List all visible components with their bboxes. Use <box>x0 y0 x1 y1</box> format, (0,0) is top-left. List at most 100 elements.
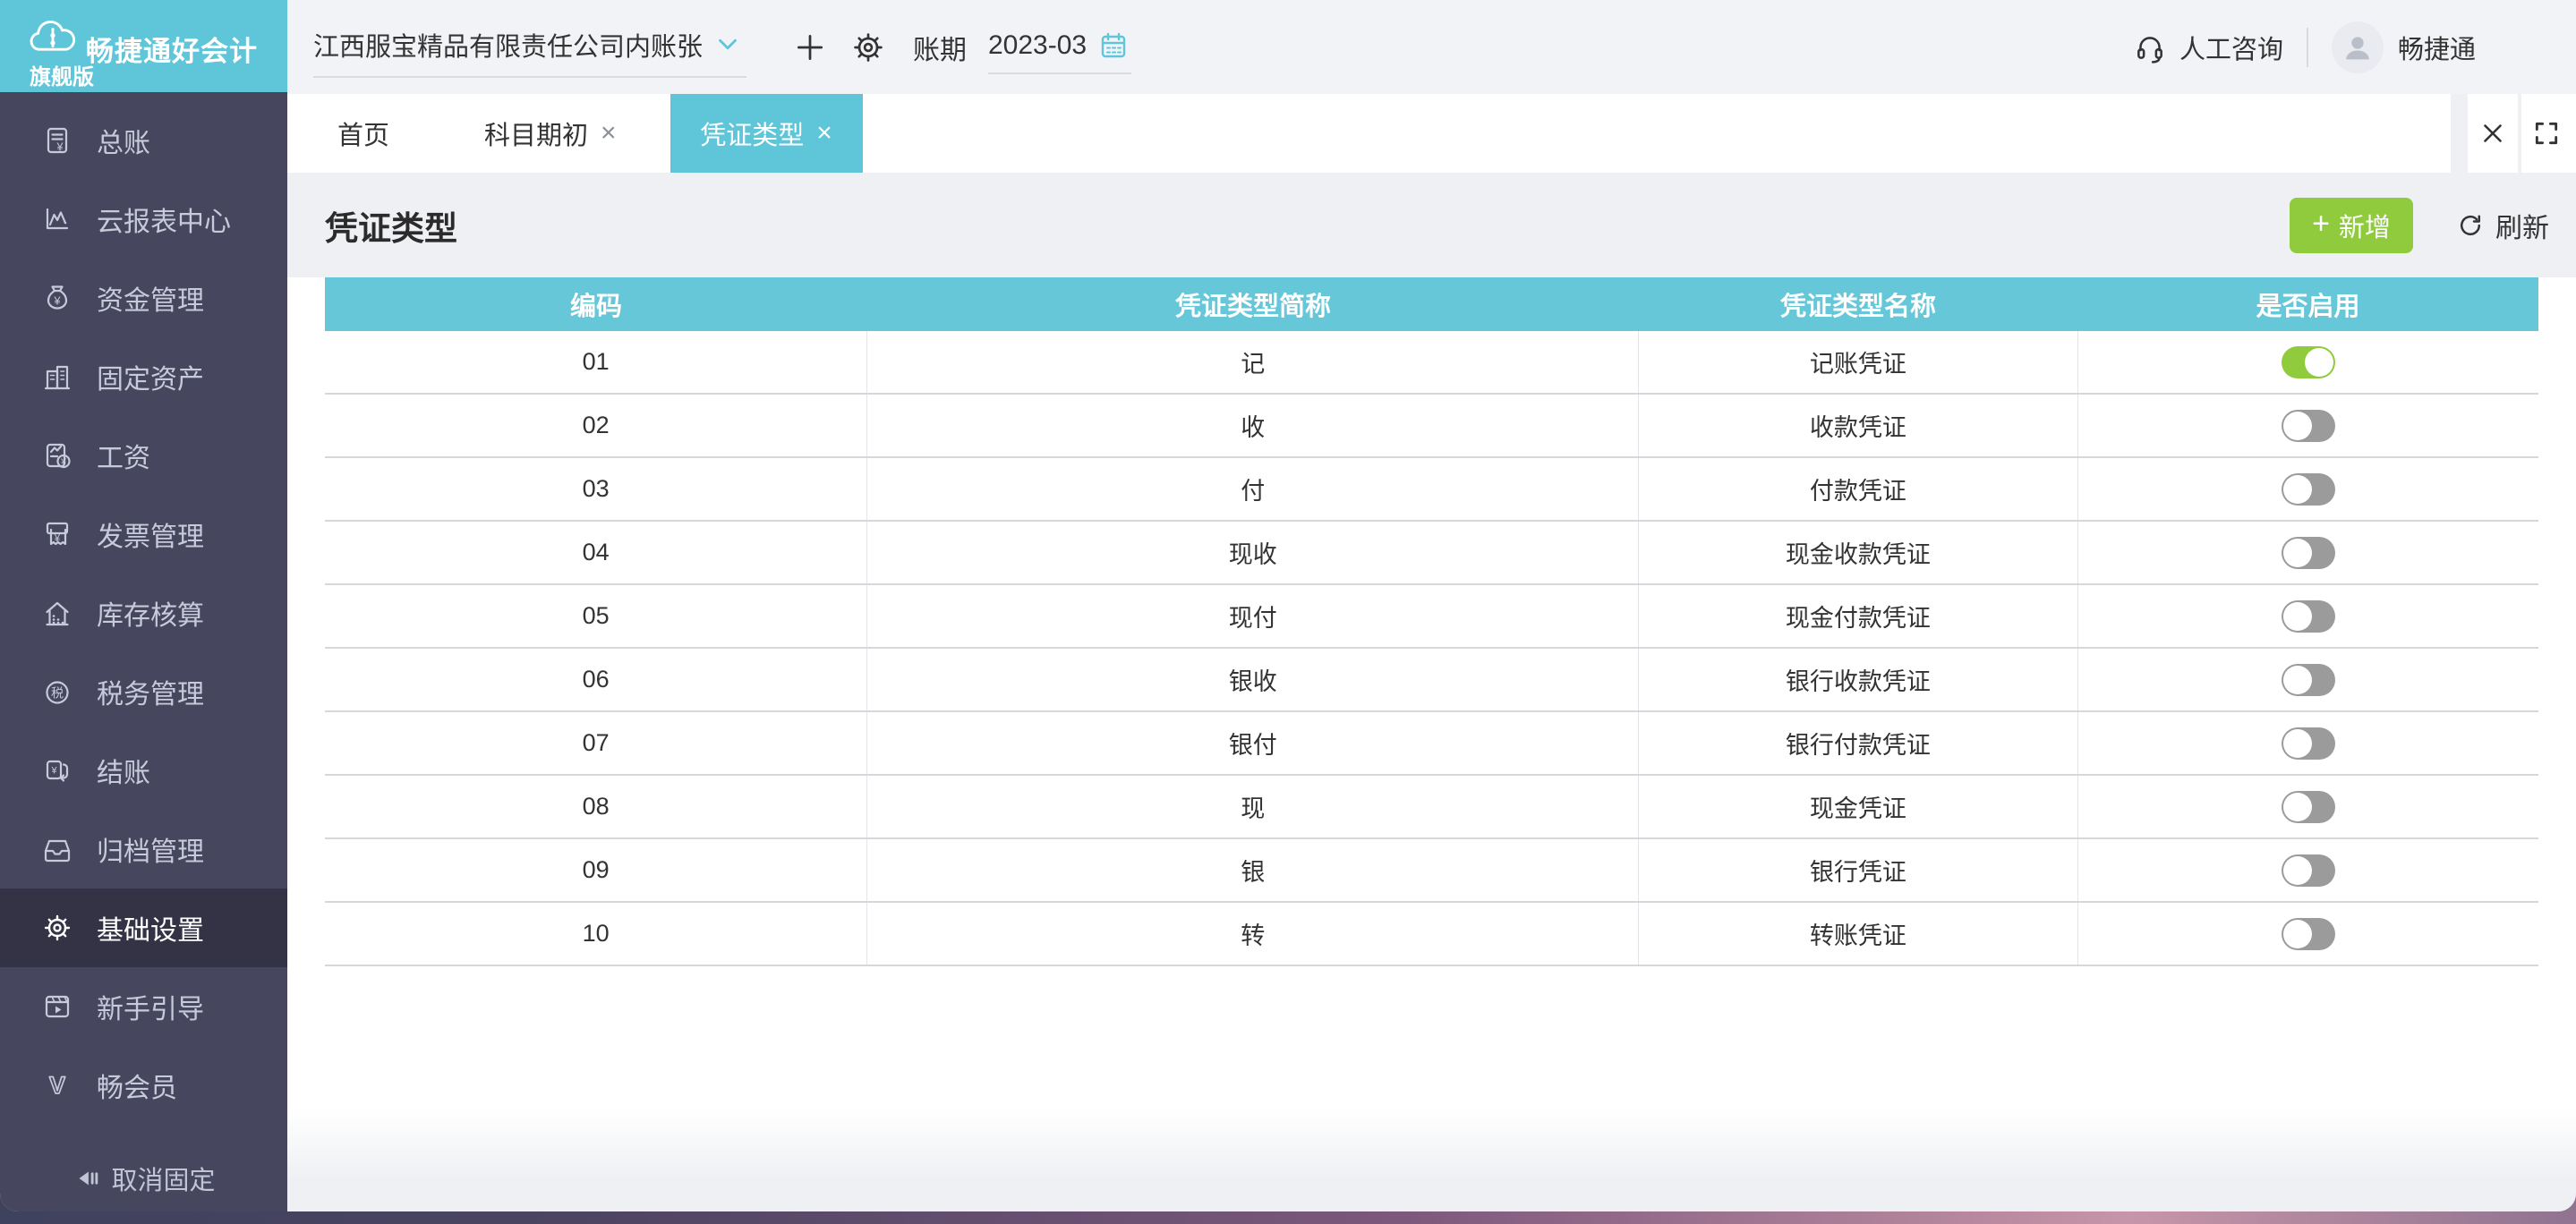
avatar <box>2331 21 2384 73</box>
sidebar-item-funds[interactable]: ¥ 资金管理 <box>0 259 287 337</box>
enable-toggle[interactable] <box>2281 599 2335 633</box>
sidebar-item-label: 固定资产 <box>97 365 204 395</box>
tabbar-controls <box>2451 94 2576 173</box>
table-row: 06 银收 银行收款凭证 <box>325 649 2538 712</box>
period-picker[interactable]: 2023-03 <box>988 21 1131 74</box>
asset-icon <box>41 361 73 393</box>
enable-toggle[interactable] <box>2281 727 2335 760</box>
table-header-row: 编码 凭证类型简称 凭证类型名称 是否启用 <box>325 277 2538 331</box>
column-header-code: 编码 <box>569 293 622 321</box>
column-header-enabled: 是否启用 <box>2256 293 2360 321</box>
cell-short-name: 现付 <box>866 585 1638 647</box>
enable-toggle[interactable] <box>2281 854 2335 887</box>
sidebar-item-invoice[interactable]: ¥ 发票管理 <box>0 495 287 574</box>
sidebar-item-closing[interactable]: ¥ 结账 <box>0 731 287 810</box>
page-actions: + 新增 刷新 <box>2290 197 2555 253</box>
cell-enabled <box>2077 903 2538 965</box>
sidebar-item-member[interactable]: V 畅会员 <box>0 1046 287 1125</box>
tab-label: 科目期初 <box>484 122 589 150</box>
tab-label: 首页 <box>337 122 390 150</box>
settings-icon <box>41 912 73 944</box>
cell-name: 银行收款凭证 <box>1638 649 2077 710</box>
period-label: 账期 <box>913 35 967 65</box>
sidebar-item-ledger[interactable]: ¥ 总账 <box>0 101 287 180</box>
sidebar-item-asset[interactable]: 固定资产 <box>0 337 287 416</box>
add-account-set-button[interactable] <box>793 30 827 64</box>
company-name: 江西服宝精品有限责任公司内账张 <box>313 32 704 62</box>
close-tab-icon[interactable]: × <box>601 118 617 148</box>
sidebar-item-label: 资金管理 <box>97 286 204 316</box>
add-button[interactable]: + 新增 <box>2290 197 2413 253</box>
unpin-sidebar-button[interactable]: 取消固定 <box>0 1160 287 1197</box>
refresh-button[interactable]: 刷新 <box>2451 205 2555 246</box>
sidebar: 畅捷通好会计 旗舰版 ¥ 总账 云报表中心 ¥ 资金管理 固定资产 ¥ 工资 ¥ 发票管理 库存核算… <box>0 0 287 1211</box>
cell-short-name: 收 <box>866 395 1638 456</box>
svg-text:税: 税 <box>51 686 64 701</box>
cell-enabled <box>2077 839 2538 901</box>
sidebar-item-report[interactable]: 云报表中心 <box>0 180 287 259</box>
cell-name: 付款凭证 <box>1638 458 2077 520</box>
report-icon <box>41 203 73 235</box>
sidebar-item-label: 归档管理 <box>97 837 204 867</box>
cloud-logo-icon <box>30 21 76 51</box>
cell-enabled <box>2077 776 2538 837</box>
company-selector[interactable]: 江西服宝精品有限责任公司内账张 <box>313 17 746 78</box>
enable-toggle[interactable] <box>2281 536 2335 569</box>
live-support-button[interactable]: 人工咨询 <box>2133 29 2283 66</box>
cell-code: 09 <box>582 856 610 883</box>
page-title: 凭证类型 <box>325 209 457 247</box>
calendar-icon <box>1101 32 1126 57</box>
enable-toggle[interactable] <box>2281 409 2335 442</box>
tab-0[interactable]: 首页 <box>311 94 416 173</box>
enable-toggle[interactable] <box>2281 472 2335 506</box>
sidebar-item-inventory[interactable]: 库存核算 <box>0 574 287 652</box>
cell-name: 现金凭证 <box>1638 776 2077 837</box>
cell-name: 收款凭证 <box>1638 395 2077 456</box>
svg-text:¥: ¥ <box>53 294 61 308</box>
tab-1[interactable]: 科目期初 × <box>457 94 644 173</box>
enable-toggle[interactable] <box>2281 917 2335 950</box>
cell-enabled <box>2077 649 2538 710</box>
close-all-tabs-button[interactable] <box>2468 94 2518 173</box>
user-name: 畅捷通 <box>2397 35 2476 64</box>
enable-toggle[interactable] <box>2281 790 2335 823</box>
cell-enabled <box>2077 331 2538 393</box>
fullscreen-button[interactable] <box>2521 94 2572 173</box>
cell-short-name: 付 <box>866 458 1638 520</box>
cell-code: 06 <box>582 666 610 693</box>
user-menu[interactable]: 畅捷通 <box>2331 21 2476 73</box>
member-icon: V <box>41 1069 73 1101</box>
sidebar-item-label: 新手引导 <box>97 995 204 1024</box>
sidebar-item-label: 税务管理 <box>97 680 204 710</box>
archive-icon <box>41 833 73 865</box>
close-tab-icon[interactable]: × <box>816 118 832 148</box>
cell-code: 01 <box>582 348 610 375</box>
sidebar-item-guide[interactable]: 新手引导 <box>0 967 287 1046</box>
table-row: 04 现收 现金收款凭证 <box>325 522 2538 585</box>
sidebar-item-salary[interactable]: ¥ 工资 <box>0 416 287 495</box>
tab-bar: 首页 科目期初 × 凭证类型 × <box>287 94 2576 173</box>
sidebar-item-tax[interactable]: 税 税务管理 <box>0 652 287 731</box>
svg-text:¥: ¥ <box>50 766 57 777</box>
cell-short-name: 银 <box>866 839 1638 901</box>
cell-name: 转账凭证 <box>1638 903 2077 965</box>
enable-toggle[interactable] <box>2281 345 2335 378</box>
table-row: 08 现现金凭证 <box>325 776 2538 839</box>
gap <box>2572 94 2576 173</box>
brand-logo: 畅捷通好会计 旗舰版 <box>0 0 287 92</box>
cell-short-name: 转 <box>866 903 1638 965</box>
plus-icon <box>797 34 823 60</box>
cell-name: 记账凭证 <box>1638 331 2077 393</box>
fullscreen-icon <box>2535 122 2558 145</box>
sidebar-item-settings[interactable]: 基础设置 <box>0 888 287 967</box>
sidebar-item-archive[interactable]: 归档管理 <box>0 810 287 888</box>
cell-name: 银行凭证 <box>1638 839 2077 901</box>
guide-icon <box>41 990 73 1023</box>
enable-toggle[interactable] <box>2281 663 2335 696</box>
sidebar-item-label: 发票管理 <box>97 523 204 552</box>
tab-2[interactable]: 凭证类型 × <box>670 94 863 173</box>
table-row: 03 付付款凭证 <box>325 458 2538 522</box>
account-settings-button[interactable] <box>850 30 886 65</box>
cell-name: 现金收款凭证 <box>1638 522 2077 583</box>
sidebar-item-label: 库存核算 <box>97 601 204 631</box>
